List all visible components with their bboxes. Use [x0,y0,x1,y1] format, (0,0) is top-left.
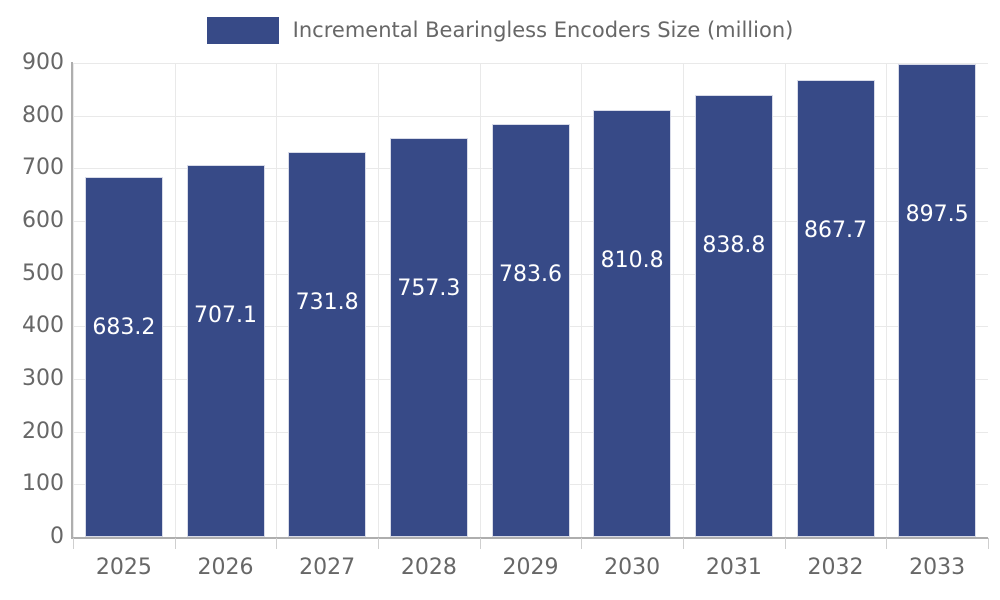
vertical-gridline [73,63,74,537]
x-axis-tick-label: 2032 [807,555,864,580]
bar-value-label: 707.1 [194,302,257,328]
bar-value-label: 783.6 [499,262,562,288]
bar[interactable] [186,164,265,537]
x-axis-tick-mark [73,538,74,549]
x-axis-tick-mark [683,538,684,549]
vertical-gridline [581,63,582,537]
legend-label: Incremental Bearingless Encoders Size (m… [292,17,794,42]
x-axis-tick-mark [175,538,176,549]
bar-value-label: 867.7 [804,218,867,243]
y-axis-tick-label: 700 [22,155,64,181]
bar-value-label: 757.3 [397,276,461,302]
vertical-gridline [175,63,176,537]
x-axis-tick-mark [988,538,989,549]
x-axis-tick-label: 2030 [604,555,661,580]
y-axis-tick-label: 100 [22,471,64,497]
bar[interactable] [389,138,468,537]
y-axis-tick-label: 300 [22,366,64,391]
bar-value-label: 810.8 [600,247,664,273]
bar[interactable] [593,109,672,537]
bar[interactable] [898,64,977,537]
bar[interactable] [491,124,570,537]
chart-legend: Incremental Bearingless Encoders Size (m… [0,12,1000,48]
bar[interactable] [694,95,773,537]
bar-value-label: 897.5 [905,202,969,228]
x-axis-tick-label: 2027 [299,555,356,580]
y-axis-line [71,62,73,539]
y-axis-tick-label: 500 [22,260,64,286]
y-axis-tick-label: 0 [50,524,64,549]
bar-value-label: 731.8 [295,289,359,315]
y-axis-tick-label: 900 [22,50,64,75]
vertical-gridline [785,63,786,537]
plot-area: 683.2 707.1 731.8 757.3 783.6 810.8 838.8 867.7… [73,63,988,539]
y-axis-tick-label: 200 [22,418,64,444]
y-axis-tick-label: 400 [22,313,64,339]
horizontal-gridline [73,115,988,117]
vertical-gridline [276,63,277,537]
vertical-gridline [886,63,887,537]
bar-value-label: 683.2 [92,315,156,341]
horizontal-gridline [73,63,988,64]
x-axis-tick-mark [276,538,277,549]
x-axis-tick-label: 2026 [197,555,254,580]
x-axis-tick-label: 2029 [502,555,559,580]
bar[interactable] [796,80,875,537]
bar[interactable] [288,151,367,537]
x-axis-tick-mark [785,538,786,549]
x-axis-tick-mark [378,538,379,549]
x-axis-tick-label: 2033 [909,555,966,580]
x-axis-tick-mark [480,538,481,549]
x-axis-tick-mark [886,538,887,549]
x-axis-tick-label: 2028 [400,555,457,580]
x-axis-tick-label: 2031 [705,555,762,580]
bar-value-label: 838.8 [702,233,766,259]
y-axis-tick-label: 800 [22,102,64,128]
vertical-gridline [683,63,684,537]
vertical-gridline [480,63,481,537]
vertical-gridline [378,63,379,537]
bar[interactable] [84,177,163,537]
y-axis-tick-label: 600 [22,208,64,233]
x-axis-tick-label: 2025 [95,555,152,580]
legend-color-swatch [206,16,279,44]
x-axis-tick-mark [581,538,582,549]
x-axis-baseline [73,537,988,539]
